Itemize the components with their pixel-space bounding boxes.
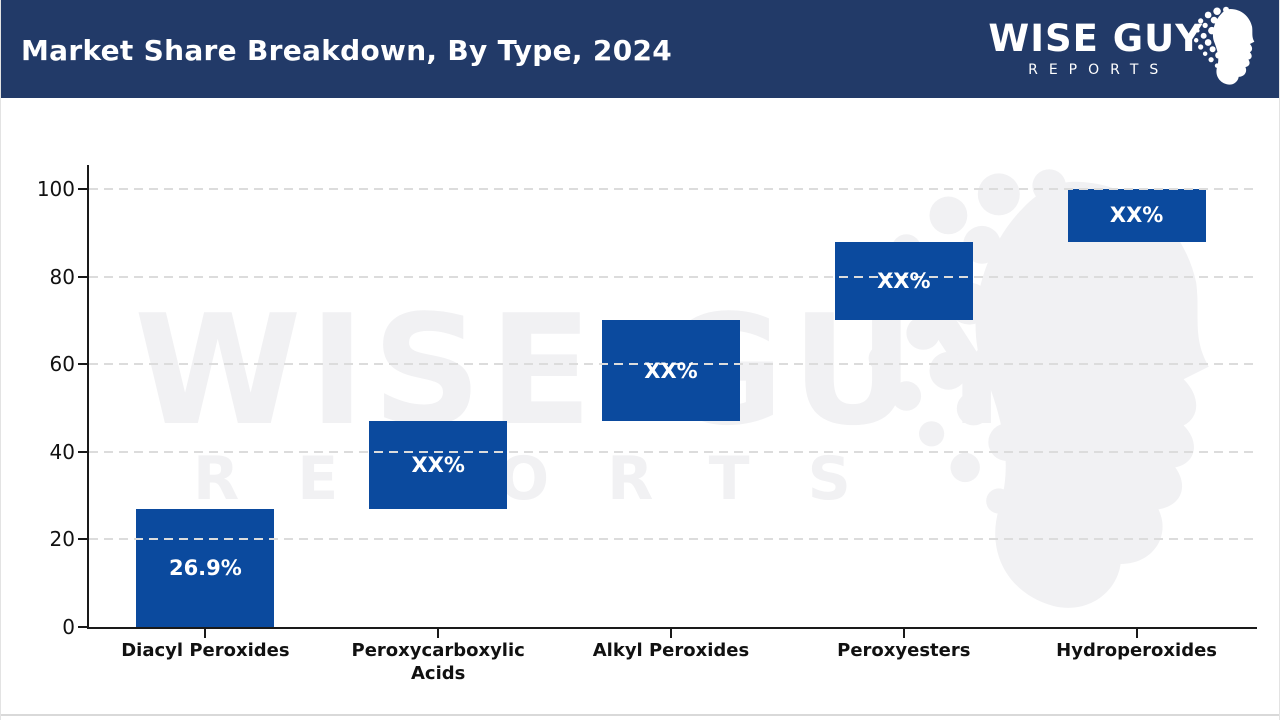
y-tick-label: 80 xyxy=(49,264,75,289)
y-tick xyxy=(78,188,87,190)
x-tick xyxy=(437,629,440,638)
bar-5 xyxy=(1067,189,1206,242)
y-tick xyxy=(78,363,87,366)
y-tick-label: 40 xyxy=(49,439,75,464)
gridline-100 xyxy=(89,188,1253,190)
y-tick xyxy=(78,450,87,453)
gridline-20 xyxy=(89,538,1253,541)
gridline-60 xyxy=(89,363,1253,366)
logo-text: WISE GUY REPORTS xyxy=(988,17,1203,78)
x-tick xyxy=(1135,629,1138,638)
bar-value-label: 26.9% xyxy=(168,556,242,581)
watermark-subtitle: REPORTS xyxy=(193,444,909,514)
bar-1 xyxy=(136,509,275,627)
bar-2 xyxy=(369,421,508,510)
header-bar: Market Share Breakdown, By Type, 2024 WI… xyxy=(1,0,1279,98)
bar-value-label: XX% xyxy=(411,453,465,478)
x-tick-label: Peroxycarboxylic Acids xyxy=(351,640,525,684)
bar-value-label: XX% xyxy=(877,268,931,293)
y-tick xyxy=(78,275,87,278)
y-tick xyxy=(78,538,87,541)
logo-subtitle: REPORTS xyxy=(1028,61,1170,78)
bar-3 xyxy=(602,320,740,422)
x-tick-label: Alkyl Peroxides xyxy=(592,640,750,661)
logo-wordmark: WISE GUY xyxy=(988,17,1203,61)
x-tick xyxy=(670,629,672,638)
x-tick-label: Diacyl Peroxides xyxy=(121,640,290,661)
chart-title: Market Share Breakdown, By Type, 2024 xyxy=(21,34,673,67)
x-tick-label: Hydroperoxides xyxy=(1056,640,1218,661)
y-tick-label: 0 xyxy=(62,615,75,639)
y-tick xyxy=(78,626,87,628)
logo-head-icon xyxy=(1193,6,1255,85)
y-tick-label: 100 xyxy=(36,177,75,201)
bar-4 xyxy=(834,241,973,321)
y-axis-line xyxy=(87,165,89,629)
bar-value-label: XX% xyxy=(644,358,698,383)
gridline-80 xyxy=(89,275,1253,278)
bar-value-label: XX% xyxy=(1109,203,1164,228)
wise-guy-reports-logo: WISE GUY REPORTS xyxy=(988,6,1267,88)
x-axis-line xyxy=(87,627,1257,629)
y-tick-label: 60 xyxy=(49,352,75,377)
y-tick-label: 20 xyxy=(49,527,75,552)
gridline-40 xyxy=(89,450,1253,453)
footer-divider xyxy=(1,714,1279,716)
x-tick-label: Peroxyesters xyxy=(837,640,971,661)
x-tick xyxy=(902,629,905,638)
plot-area: 26.9% XX% XX% XX% XX% 0 20 40 60 80 100 Diacyl Pero… xyxy=(1,98,1279,720)
x-tick xyxy=(204,629,207,638)
